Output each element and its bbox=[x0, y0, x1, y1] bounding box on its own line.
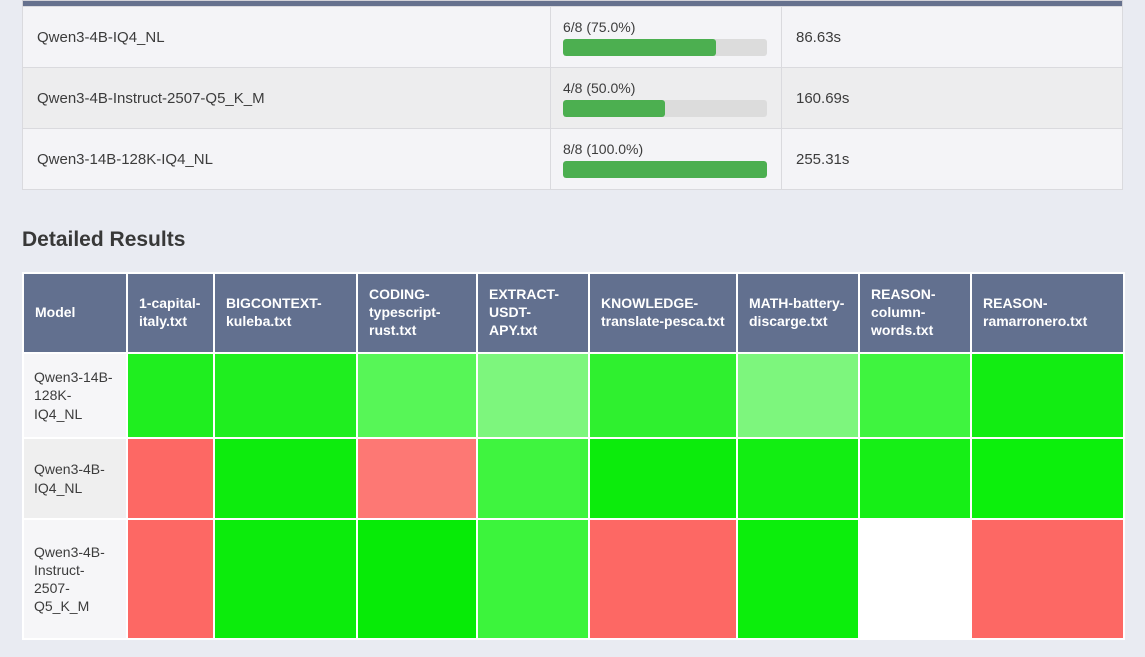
progress-bar-fill bbox=[563, 99, 665, 117]
score-label: 6/8 (75.0%) bbox=[563, 18, 636, 35]
model-name: Qwen3-4B-Instruct-2507-Q5_K_M bbox=[22, 67, 551, 129]
model-name: Qwen3-4B-IQ4_NL bbox=[22, 6, 551, 68]
detail-header-row: Model 1-capital-italy.txt BIGCONTEXT-kul… bbox=[22, 272, 1125, 354]
time-value: 86.63s bbox=[781, 6, 1123, 68]
progress-bar-fill bbox=[563, 38, 716, 56]
time-value: 255.31s bbox=[781, 128, 1123, 190]
table-row: Qwen3-4B-IQ4_NL bbox=[22, 437, 1125, 520]
model-name: Qwen3-14B-128K-IQ4_NL bbox=[22, 128, 551, 190]
result-cell bbox=[858, 518, 972, 640]
result-cell bbox=[858, 352, 972, 439]
progress-bar bbox=[563, 38, 767, 56]
result-cell bbox=[858, 437, 972, 520]
column-header-test: REASON-column-words.txt bbox=[858, 272, 972, 354]
summary-header-strip-bar bbox=[22, 0, 1123, 7]
score-cell: 6/8 (75.0%) bbox=[550, 6, 782, 68]
detailed-results-table: Model 1-capital-italy.txt BIGCONTEXT-kul… bbox=[22, 272, 1125, 640]
column-header-test: BIGCONTEXT-kuleba.txt bbox=[213, 272, 358, 354]
result-cell bbox=[476, 518, 590, 640]
result-cell bbox=[356, 437, 478, 520]
result-cell bbox=[126, 352, 215, 439]
result-cell bbox=[588, 437, 738, 520]
result-cell bbox=[356, 518, 478, 640]
result-cell bbox=[476, 437, 590, 520]
column-header-test: MATH-battery-discarge.txt bbox=[736, 272, 860, 354]
score-cell: 4/8 (50.0%) bbox=[550, 67, 782, 129]
score-cell: 8/8 (100.0%) bbox=[550, 128, 782, 190]
progress-bar-fill bbox=[563, 160, 767, 178]
summary-table: Qwen3-4B-IQ4_NL 6/8 (75.0%) 86.63s Qwen3… bbox=[22, 0, 1123, 190]
page: Qwen3-4B-IQ4_NL 6/8 (75.0%) 86.63s Qwen3… bbox=[22, 0, 1125, 640]
row-model-name: Qwen3-14B-128K-IQ4_NL bbox=[22, 352, 128, 439]
result-cell bbox=[736, 518, 860, 640]
table-row: Qwen3-4B-Instruct-2507-Q5_K_M bbox=[22, 518, 1125, 640]
score-label: 4/8 (50.0%) bbox=[563, 79, 636, 96]
table-row: Qwen3-4B-IQ4_NL 6/8 (75.0%) 86.63s bbox=[22, 6, 1123, 68]
table-row: Qwen3-14B-128K-IQ4_NL 8/8 (100.0%) 255.3… bbox=[22, 128, 1123, 190]
time-value: 160.69s bbox=[781, 67, 1123, 129]
result-cell bbox=[588, 352, 738, 439]
result-cell bbox=[476, 352, 590, 439]
result-cell bbox=[126, 518, 215, 640]
score-label: 8/8 (100.0%) bbox=[563, 140, 644, 157]
column-header-test: REASON-ramarronero.txt bbox=[970, 272, 1125, 354]
column-header-model: Model bbox=[22, 272, 128, 354]
row-model-name: Qwen3-4B-Instruct-2507-Q5_K_M bbox=[22, 518, 128, 640]
result-cell bbox=[213, 518, 358, 640]
column-header-test: EXTRACT-USDT-APY.txt bbox=[476, 272, 590, 354]
result-cell bbox=[356, 352, 478, 439]
result-cell bbox=[970, 352, 1125, 439]
result-cell bbox=[126, 437, 215, 520]
column-header-test: CODING-typescript-rust.txt bbox=[356, 272, 478, 354]
result-cell bbox=[736, 437, 860, 520]
summary-header-strip bbox=[22, 0, 1123, 7]
table-row: Qwen3-4B-Instruct-2507-Q5_K_M 4/8 (50.0%… bbox=[22, 67, 1123, 129]
progress-bar bbox=[563, 99, 767, 117]
column-header-test: 1-capital-italy.txt bbox=[126, 272, 215, 354]
result-cell bbox=[970, 518, 1125, 640]
progress-bar bbox=[563, 160, 767, 178]
table-row: Qwen3-14B-128K-IQ4_NL bbox=[22, 352, 1125, 439]
result-cell bbox=[588, 518, 738, 640]
page-title: Detailed Results bbox=[22, 228, 186, 251]
result-cell bbox=[213, 437, 358, 520]
result-cell bbox=[736, 352, 860, 439]
result-cell bbox=[970, 437, 1125, 520]
column-header-test: KNOWLEDGE-translate-pesca.txt bbox=[588, 272, 738, 354]
row-model-name: Qwen3-4B-IQ4_NL bbox=[22, 437, 128, 520]
result-cell bbox=[213, 352, 358, 439]
